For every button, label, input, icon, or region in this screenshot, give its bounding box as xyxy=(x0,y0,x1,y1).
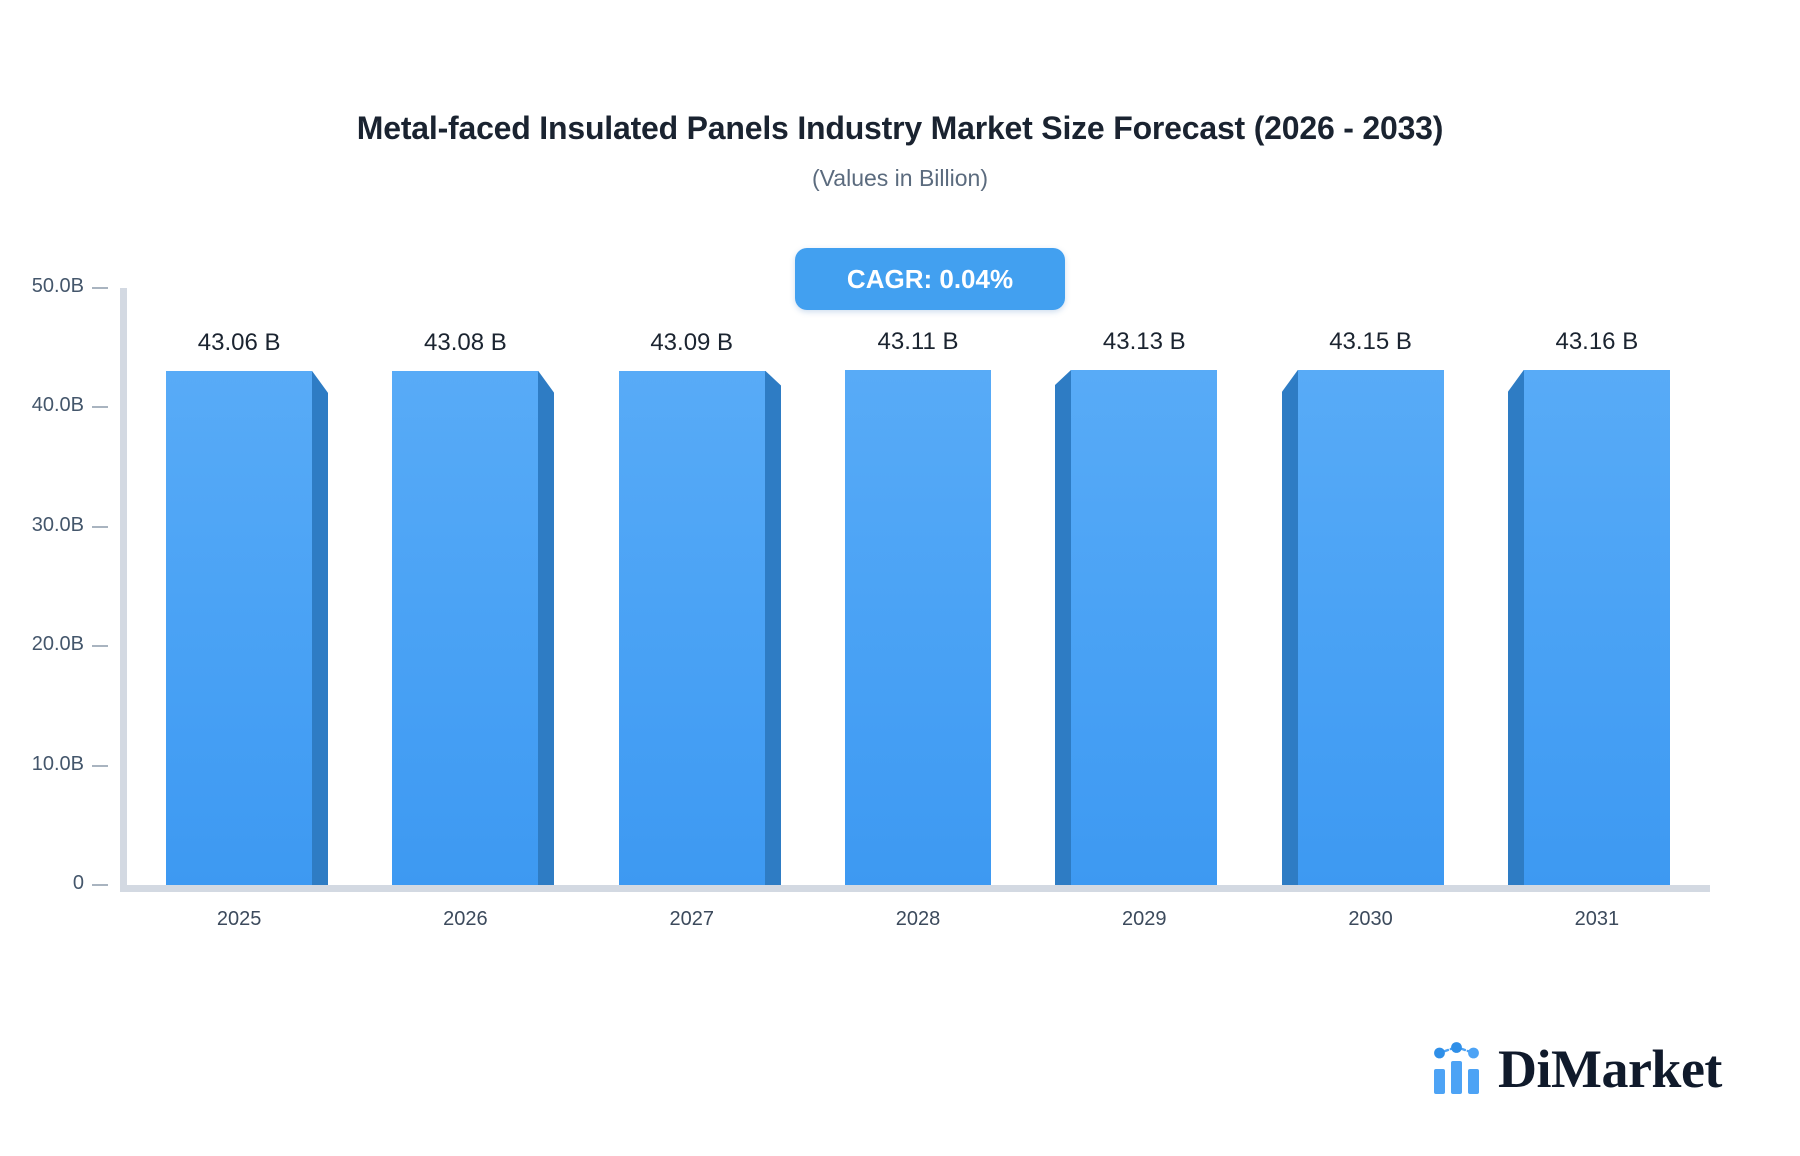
bar-side-face xyxy=(1282,369,1298,885)
bar-front-face xyxy=(1071,370,1217,885)
y-axis-tick-mark xyxy=(92,406,108,409)
bar-2026[interactable] xyxy=(392,370,554,885)
bar-side-face xyxy=(538,370,554,885)
x-axis-tick-label: 2025 xyxy=(216,908,262,930)
bar-2027[interactable] xyxy=(619,370,781,885)
y-axis-tick-mark xyxy=(92,645,108,648)
bar-value-label: 43.16 B xyxy=(1555,327,1639,355)
bar-side-face xyxy=(312,370,328,885)
x-axis-line xyxy=(120,885,1710,892)
cagr-badge-label: CAGR: 0.04% xyxy=(846,263,1014,294)
bar-2029[interactable] xyxy=(1055,370,1217,885)
y-axis-tick-mark xyxy=(92,525,108,528)
y-axis-tick-label: 0 xyxy=(72,872,84,894)
y-axis-tick-mark xyxy=(92,764,108,767)
bar-value-label: 43.09 B xyxy=(650,328,734,356)
y-axis-tick-label: 10.0B xyxy=(31,752,84,775)
brand-logo: DiMarket xyxy=(1432,1042,1722,1096)
y-axis-tick-label: 50.0B xyxy=(31,275,84,297)
cagr-badge: CAGR: 0.04% xyxy=(795,248,1065,310)
bar-side-face xyxy=(765,370,781,885)
bar-side-face xyxy=(1055,370,1071,885)
y-axis-tick-mark xyxy=(92,287,108,289)
bar-value-label: 43.06 B xyxy=(197,328,281,356)
y-axis-tick-label: 40.0B xyxy=(31,394,84,417)
x-axis-tick-label: 2029 xyxy=(1122,908,1167,930)
page-title: Metal-faced Insulated Panels Industry Ma… xyxy=(356,110,1444,146)
bar-2028[interactable] xyxy=(845,370,991,885)
bar-value-label: 43.11 B xyxy=(877,328,959,356)
bar-2030[interactable] xyxy=(1282,369,1444,885)
x-axis-tick-label: 2028 xyxy=(895,908,941,930)
bar-side-face xyxy=(1508,369,1524,885)
bar-chart-logo-icon xyxy=(1434,1042,1479,1094)
bar-value-label: 43.15 B xyxy=(1329,327,1412,355)
brand-logo-text: DiMarket xyxy=(1498,1039,1722,1099)
bar-front-face xyxy=(166,370,312,885)
bar-front-face xyxy=(1524,369,1670,885)
bar-front-face xyxy=(845,370,991,885)
bar-value-label: 43.08 B xyxy=(424,328,507,356)
bar-2031[interactable] xyxy=(1508,369,1670,885)
y-axis-tick-label: 30.0B xyxy=(31,513,84,536)
bar-value-label: 43.13 B xyxy=(1102,328,1186,356)
bar-front-face xyxy=(392,370,538,885)
x-axis-tick-label: 2031 xyxy=(1574,908,1620,930)
bar-front-face xyxy=(619,370,765,885)
chart-subtitle: (Values in Billion) xyxy=(812,165,988,191)
x-axis-tick-label: 2027 xyxy=(669,908,714,930)
x-axis-tick-label: 2026 xyxy=(443,908,488,930)
y-axis-line xyxy=(120,288,127,885)
y-axis-tick-label: 20.0B xyxy=(31,633,84,656)
y-axis-tick-mark xyxy=(92,884,108,886)
bar-2025[interactable] xyxy=(166,370,328,885)
x-axis-tick-label: 2030 xyxy=(1348,908,1393,930)
bar-front-face xyxy=(1298,369,1444,885)
